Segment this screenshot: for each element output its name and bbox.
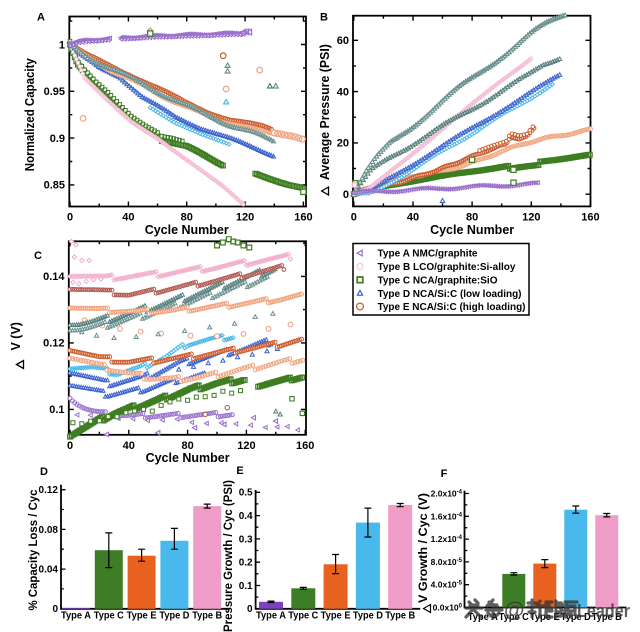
svg-text:160: 160 [296,440,314,452]
svg-text:Type C NCA/graphite:SiO: Type C NCA/graphite:SiO [378,275,498,286]
svg-text:60: 60 [337,35,349,47]
svg-text:40: 40 [407,212,419,224]
svg-text:Type A: Type A [256,610,286,622]
svg-text:0.1: 0.1 [49,404,64,416]
svg-text:0: 0 [351,212,357,224]
svg-text:0.85: 0.85 [44,180,65,192]
svg-text:@: @ [504,599,524,622]
svg-text:0.0x100: 0.0x100 [433,603,463,613]
svg-text:Leader: Leader [577,600,630,621]
svg-text:2.0x10-4: 2.0x10-4 [431,489,463,499]
svg-text:0: 0 [247,604,253,615]
svg-text:Type D: Type D [159,610,189,622]
svg-text:0: 0 [52,604,58,615]
svg-text:0.3: 0.3 [239,534,253,545]
svg-text:120: 120 [522,212,540,224]
svg-text:40: 40 [122,212,134,224]
svg-text:B: B [320,12,328,24]
svg-text:Type D NCA/Si:C (low loading): Type D NCA/Si:C (low loading) [378,289,522,300]
svg-text:Type D: Type D [353,610,383,622]
svg-text:Cycle Number: Cycle Number [146,451,230,465]
svg-text:V (V): V (V) [9,322,23,350]
svg-text:1.2x10-4: 1.2x10-4 [431,534,463,544]
svg-text:V Growth / Cyc (V): V Growth / Cyc (V) [416,493,430,603]
svg-text:Type E: Type E [321,610,351,622]
svg-text:0: 0 [67,440,73,452]
svg-text:40: 40 [337,86,349,98]
svg-text:120: 120 [236,212,254,224]
svg-text:1.6x10-4: 1.6x10-4 [431,511,463,521]
svg-text:Cycle Number: Cycle Number [430,223,514,237]
svg-text:Cycle Number: Cycle Number [145,223,229,237]
svg-text:0.08: 0.08 [39,525,59,536]
svg-text:0.9: 0.9 [50,133,65,145]
svg-text:Type E NCA/Si:C (high loading): Type E NCA/Si:C (high loading) [378,302,526,313]
svg-text:80: 80 [466,212,478,224]
svg-text:Average Pressure (PSI): Average Pressure (PSI) [318,44,332,180]
svg-text:C: C [34,250,42,262]
svg-text:40: 40 [123,440,135,452]
svg-text:20: 20 [337,138,349,150]
svg-text:1: 1 [59,39,65,51]
svg-text:0.04: 0.04 [39,565,59,576]
svg-text:Type A: Type A [61,610,91,622]
svg-text:0: 0 [67,212,73,224]
svg-text:0.1: 0.1 [239,581,253,592]
svg-text:160: 160 [294,212,312,224]
svg-text:0.4: 0.4 [239,511,253,522]
svg-text:Type A NMC/graphite: Type A NMC/graphite [378,249,478,260]
svg-text:0.2: 0.2 [239,558,253,569]
svg-text:0: 0 [343,189,349,201]
svg-text:160: 160 [581,212,599,224]
svg-text:80: 80 [181,440,193,452]
svg-text:Type B LCO/graphite:Si-alloy: Type B LCO/graphite:Si-alloy [378,262,516,273]
svg-text:Type C: Type C [94,610,124,622]
svg-text:0.95: 0.95 [44,86,65,98]
svg-text:120: 120 [237,440,255,452]
svg-text:0.12: 0.12 [39,485,59,496]
svg-text:E: E [236,465,243,477]
svg-text:D: D [40,466,48,478]
svg-text:Normalized Capacity: Normalized Capacity [23,58,37,171]
svg-text:0.14: 0.14 [43,271,65,283]
svg-text:4.0x10-5: 4.0x10-5 [431,580,463,590]
svg-text:Type B: Type B [385,610,415,622]
svg-text:0.12: 0.12 [43,338,64,350]
svg-text:Pressure Growth / Cyc (PSI): Pressure Growth / Cyc (PSI) [221,480,235,632]
svg-text:Type B: Type B [192,610,222,622]
svg-text:Type C: Type C [288,610,318,622]
svg-text:F: F [441,468,448,480]
svg-text:8.0x10-5: 8.0x10-5 [431,557,463,567]
svg-text:% Capacity Loss / Cyc: % Capacity Loss / Cyc [26,489,40,610]
svg-text:Type C: Type C [499,611,529,623]
svg-text:A: A [37,12,45,24]
svg-text:Type E: Type E [127,610,157,622]
svg-text:0.5: 0.5 [239,488,253,499]
svg-text:80: 80 [181,212,193,224]
svg-text:Type B: Type B [592,611,622,623]
